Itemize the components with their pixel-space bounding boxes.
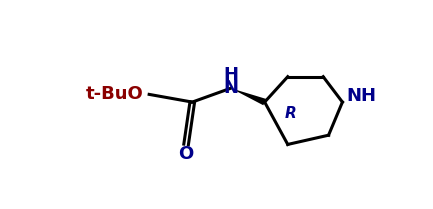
Text: H: H xyxy=(223,66,238,84)
Text: N: N xyxy=(223,79,238,97)
Text: NH: NH xyxy=(346,87,376,105)
Text: R: R xyxy=(284,106,296,121)
Polygon shape xyxy=(231,88,266,105)
Text: O: O xyxy=(178,145,194,163)
Text: t-BuO: t-BuO xyxy=(86,85,144,103)
